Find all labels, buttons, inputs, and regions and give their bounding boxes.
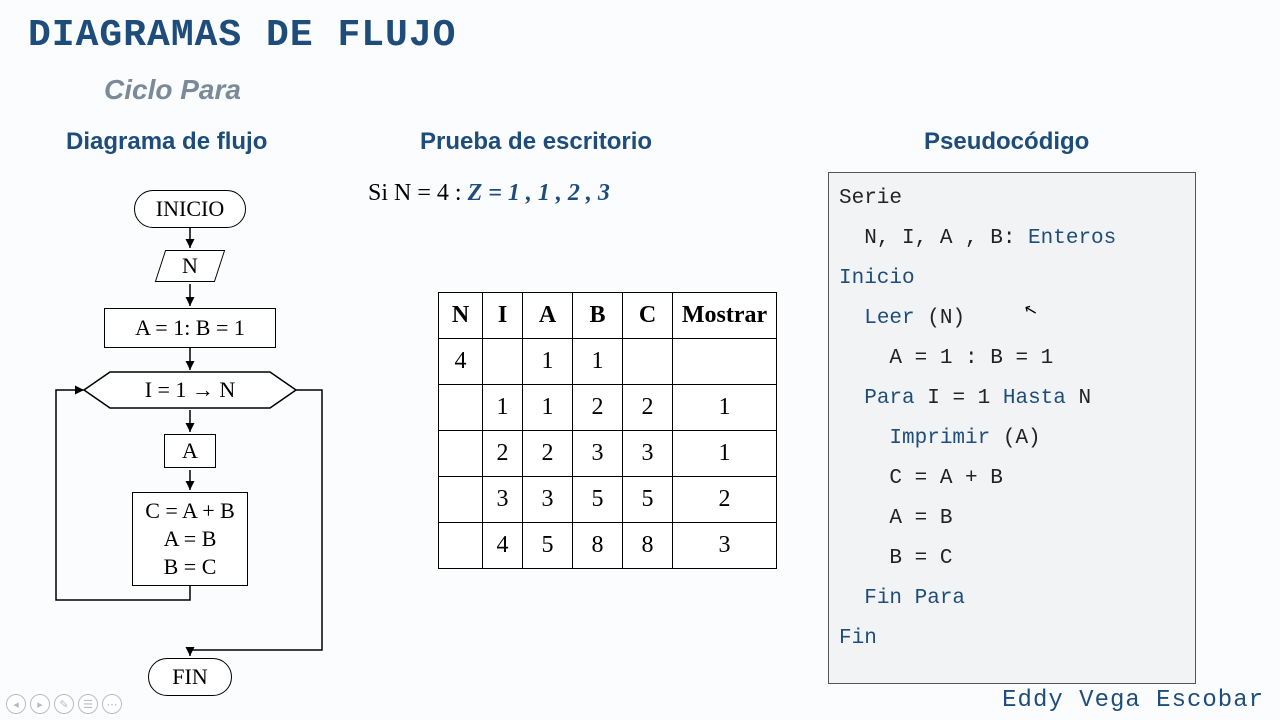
trace-cell: 1 — [523, 339, 573, 385]
keyword: Enteros — [1028, 227, 1116, 250]
table-row: 22331 — [439, 431, 777, 477]
trace-cell: 3 — [573, 431, 623, 477]
pen-icon[interactable]: ✎ — [54, 694, 74, 714]
keyword: Leer — [864, 307, 914, 330]
col-title-desk: Prueba de escritorio — [420, 128, 652, 156]
trace-cell: 8 — [623, 523, 673, 569]
table-row: 45883 — [439, 523, 777, 569]
flow-body-2: A = B — [133, 525, 247, 553]
pseudo-line: Serie — [839, 179, 1185, 219]
more-icon[interactable]: ⋯ — [102, 694, 122, 714]
trace-cell: 5 — [573, 477, 623, 523]
trace-head-i: I — [483, 293, 523, 339]
flow-body-1: C = A + B — [133, 497, 247, 525]
trace-cell — [439, 477, 483, 523]
flow-print: A — [164, 434, 216, 468]
pseudo-line: Fin Para — [839, 579, 1185, 619]
trace-cell: 3 — [623, 431, 673, 477]
page-title: DIAGRAMAS DE FLUJO — [28, 14, 456, 57]
trace-cell: 2 — [673, 477, 777, 523]
pseudo-line: Leer (N) — [839, 299, 1185, 339]
trace-cell: 3 — [523, 477, 573, 523]
trace-cell — [673, 339, 777, 385]
desk-cond-prefix: Si N = 4 : — [368, 180, 462, 206]
trace-header-row: NIABCMostrar — [439, 293, 777, 339]
trace-cell: 1 — [523, 385, 573, 431]
keyword: Fin Para — [864, 587, 965, 610]
trace-head-a: A — [523, 293, 573, 339]
pseudo-line: B = C — [839, 539, 1185, 579]
col-title-pseudo: Pseudocódigo — [924, 128, 1089, 156]
trace-cell: 4 — [483, 523, 523, 569]
flow-loop-label: I = 1 → N — [84, 372, 296, 408]
keyword: Imprimir — [889, 427, 990, 450]
table-row: 11221 — [439, 385, 777, 431]
pseudo-line: Fin — [839, 619, 1185, 659]
trace-cell: 1 — [673, 385, 777, 431]
trace-cell — [439, 385, 483, 431]
flow-init: A = 1: B = 1 — [104, 308, 276, 348]
presentation-controls: ◂ ▸ ✎ ☰ ⋯ — [6, 694, 122, 714]
trace-cell: 1 — [483, 385, 523, 431]
keyword: Para — [864, 387, 914, 410]
trace-cell: 3 — [483, 477, 523, 523]
desk-condition: Si N = 4 : Z = 1 , 1 , 2 , 3 — [368, 180, 610, 207]
trace-cell: 5 — [523, 523, 573, 569]
trace-cell — [483, 339, 523, 385]
pseudocode-box: Serie N, I, A , B: Enteros Inicio Leer (N… — [828, 172, 1196, 684]
flow-inicio: INICIO — [134, 190, 246, 228]
trace-cell: 5 — [623, 477, 673, 523]
trace-head-n: N — [439, 293, 483, 339]
trace-cell: 2 — [573, 385, 623, 431]
trace-table: NIABCMostrar 41111221223313355245883 — [438, 292, 777, 569]
trace-cell: 1 — [673, 431, 777, 477]
next-icon[interactable]: ▸ — [30, 694, 50, 714]
pseudo-line: Para I = 1 Hasta N — [839, 379, 1185, 419]
author-credit: Eddy Vega Escobar — [1002, 687, 1264, 714]
trace-cell: 3 — [673, 523, 777, 569]
flow-body-3: B = C — [133, 553, 247, 581]
menu-icon[interactable]: ☰ — [78, 694, 98, 714]
table-row: 33552 — [439, 477, 777, 523]
trace-cell — [439, 431, 483, 477]
flow-body: C = A + B A = B B = C — [132, 492, 248, 586]
pseudo-line: A = B — [839, 499, 1185, 539]
subtitle: Ciclo Para — [104, 74, 241, 106]
trace-cell: 2 — [523, 431, 573, 477]
pseudo-line: C = A + B — [839, 459, 1185, 499]
pseudo-line: Inicio — [839, 259, 1185, 299]
trace-cell — [439, 523, 483, 569]
trace-head-c: C — [623, 293, 673, 339]
trace-head-mostrar: Mostrar — [673, 293, 777, 339]
trace-cell — [623, 339, 673, 385]
table-row: 411 — [439, 339, 777, 385]
trace-head-b: B — [573, 293, 623, 339]
keyword: Hasta — [1003, 387, 1066, 410]
trace-cell: 2 — [483, 431, 523, 477]
trace-cell: 1 — [573, 339, 623, 385]
trace-cell: 8 — [573, 523, 623, 569]
keyword: Inicio — [839, 267, 915, 290]
trace-cell: 4 — [439, 339, 483, 385]
flow-loop-hex: I = 1 → N — [84, 372, 296, 408]
flow-read-label: N — [182, 251, 198, 281]
keyword: Fin — [839, 627, 877, 650]
flow-fin: FIN — [148, 658, 232, 696]
pseudo-line: N, I, A , B: Enteros — [839, 219, 1185, 259]
pseudo-line: A = 1 : B = 1 — [839, 339, 1185, 379]
desk-cond-z: Z = 1 , 1 , 2 , 3 — [468, 180, 610, 206]
pseudo-line: Imprimir (A) — [839, 419, 1185, 459]
trace-cell: 2 — [623, 385, 673, 431]
prev-icon[interactable]: ◂ — [6, 694, 26, 714]
col-title-flow: Diagrama de flujo — [66, 128, 267, 156]
flow-read: N — [155, 250, 225, 282]
